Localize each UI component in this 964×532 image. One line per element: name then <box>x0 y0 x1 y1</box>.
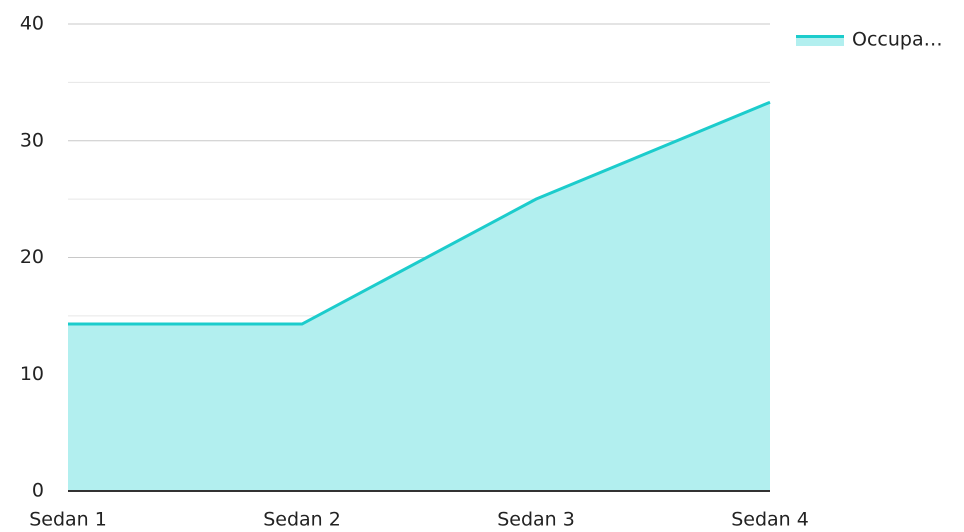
area <box>68 102 770 491</box>
y-tick-label: 10 <box>20 363 44 385</box>
x-tick-label: Sedan 1 <box>29 509 107 531</box>
y-tick-label: 40 <box>20 13 44 35</box>
legend-label: Occupa… <box>852 29 943 51</box>
y-tick-label: 30 <box>20 129 44 151</box>
legend-line <box>796 35 844 38</box>
x-tick-label: Sedan 2 <box>263 509 341 531</box>
y-tick-label: 20 <box>20 246 44 268</box>
line <box>68 100 771 326</box>
x-tick-label: Sedan 4 <box>731 509 809 531</box>
y-tick-label: 0 <box>32 480 44 502</box>
legend-swatch <box>796 35 844 46</box>
x-tick-label: Sedan 3 <box>497 509 575 531</box>
